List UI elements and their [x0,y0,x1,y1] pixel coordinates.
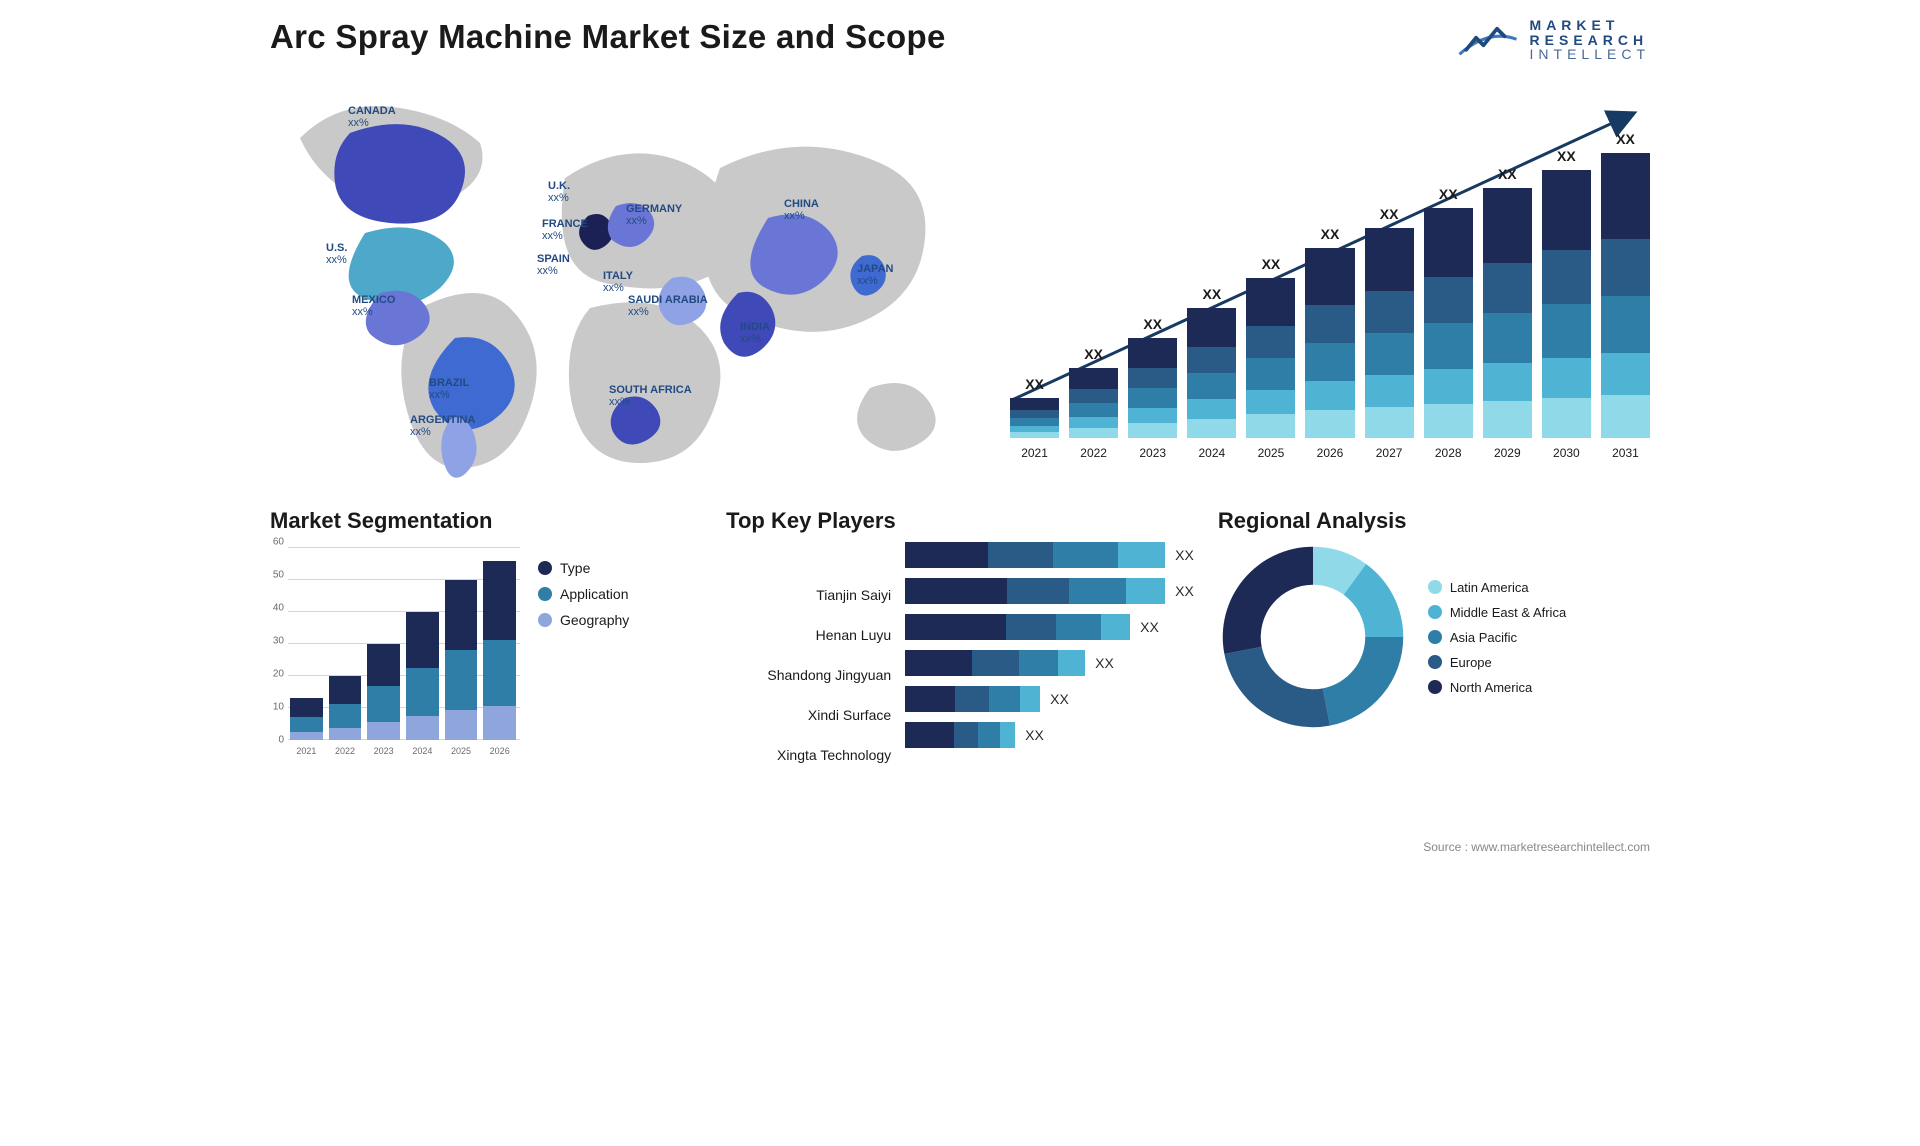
logo-icon [1458,18,1518,62]
regional-legend-item: Asia Pacific [1428,630,1566,645]
segmentation-legend-item: Type [538,560,629,576]
segmentation-legend-item: Geography [538,612,629,628]
segmentation-bar-2026: 2026 [483,561,516,740]
page-title: Arc Spray Machine Market Size and Scope [270,18,1650,56]
regional-legend-item: Middle East & Africa [1428,605,1566,620]
map-labels: CANADAxx% U.S.xx% MEXICOxx% BRAZILxx% ARGENT… [270,78,970,478]
player-row: XX [905,650,1194,676]
growth-bar-2030: 2030XX [1542,170,1591,438]
map-label-saudi-arabia: SAUDI ARABIAxx% [628,294,708,318]
map-label-japan: JAPANxx% [857,263,893,287]
map-label-germany: GERMANYxx% [626,203,682,227]
segmentation-bar-2025: 2025 [445,580,478,740]
growth-bar-value: XX [1439,186,1458,202]
donut-slice [1323,637,1403,726]
segmentation-legend-item: Application [538,586,629,602]
map-label-u-s-: U.S.xx% [326,242,347,266]
growth-bar-2026: 2026XX [1305,248,1354,438]
segmentation-bar-2023: 2023 [367,644,400,740]
brand-logo: MARKET RESEARCH INTELLECT [1458,18,1650,62]
world-map-panel: CANADAxx% U.S.xx% MEXICOxx% BRAZILxx% ARGENT… [270,78,970,478]
growth-bar-value: XX [1321,226,1340,242]
growth-bar-value: XX [1143,316,1162,332]
player-label: Tianjin Saiyi [816,582,891,608]
map-label-india: INDIAxx% [740,321,770,345]
map-label-u-k-: U.K.xx% [548,180,570,204]
growth-bar-year: 2023 [1139,446,1166,460]
segmentation-title: Market Segmentation [270,508,702,534]
growth-bar-2022: 2022XX [1069,368,1118,438]
growth-bar-2031: 2031XX [1601,153,1650,438]
map-label-france: FRANCExx% [542,218,588,242]
growth-bar-value: XX [1202,286,1221,302]
segmentation-legend: Type Application Geography [538,560,629,628]
growth-bar-value: XX [1498,166,1517,182]
map-label-argentina: ARGENTINAxx% [410,414,475,438]
logo-text-1: MARKET [1530,18,1650,33]
player-row: XX [905,614,1194,640]
growth-bar-2025: 2025XX [1246,278,1295,438]
regional-legend-item: Latin America [1428,580,1566,595]
regional-panel: Regional Analysis Latin America Middle Ea… [1218,508,1650,768]
growth-bar-2021: 2021XX [1010,398,1059,438]
logo-text-3: INTELLECT [1530,47,1650,62]
growth-bar-year: 2022 [1080,446,1107,460]
donut-slice [1224,647,1330,727]
growth-bar-year: 2026 [1317,446,1344,460]
segmentation-bar-2022: 2022 [329,676,362,740]
donut-slice [1223,547,1313,654]
growth-bar-value: XX [1262,256,1281,272]
growth-bar-year: 2030 [1553,446,1580,460]
regional-title: Regional Analysis [1218,508,1650,534]
growth-bar-year: 2029 [1494,446,1521,460]
growth-bar-year: 2031 [1612,446,1639,460]
growth-bar-value: XX [1084,346,1103,362]
player-label: Shandong Jingyuan [767,662,891,688]
player-row: XX [905,542,1194,568]
source-attribution: Source : www.marketresearchintellect.com [1423,840,1650,854]
player-row: XX [905,722,1194,748]
segmentation-chart: 0102030405060 202120222023202420252026 [270,542,520,762]
growth-bar-year: 2024 [1198,446,1225,460]
player-label: Xingta Technology [777,742,891,768]
player-label: Xindi Surface [808,702,891,728]
growth-bar-value: XX [1380,206,1399,222]
map-label-china: CHINAxx% [784,198,819,222]
growth-bar-2029: 2029XX [1483,188,1532,438]
growth-bar-value: XX [1025,376,1044,392]
regional-legend-item: Europe [1428,655,1566,670]
players-labels: Tianjin Saiyi Henan Luyu Shandong Jingyuan… [726,542,891,768]
growth-bar-value: XX [1616,131,1635,147]
map-label-south-africa: SOUTH AFRICAxx% [609,384,692,408]
growth-chart: 2021XX2022XX2023XX2024XX2025XX2026XX2027… [994,78,1650,478]
map-label-canada: CANADAxx% [348,105,396,129]
segmentation-panel: Market Segmentation 0102030405060 202120… [270,508,702,768]
segmentation-bar-2021: 2021 [290,698,323,740]
growth-bar-year: 2027 [1376,446,1403,460]
regional-legend-item: North America [1428,680,1566,695]
growth-bar-year: 2021 [1021,446,1048,460]
segmentation-bar-2024: 2024 [406,612,439,740]
map-label-mexico: MEXICOxx% [352,294,395,318]
players-panel: Top Key Players Tianjin Saiyi Henan Luyu S… [726,508,1194,768]
growth-bar-2023: 2023XX [1128,338,1177,438]
player-label: Henan Luyu [816,622,892,648]
map-label-spain: SPAINxx% [537,253,570,277]
map-label-brazil: BRAZILxx% [429,377,469,401]
growth-bar-2024: 2024XX [1187,308,1236,438]
growth-bar-year: 2025 [1258,446,1285,460]
regional-legend: Latin America Middle East & Africa Asia Pa… [1428,580,1566,695]
players-bars: XX XX XX XX XX XX [905,542,1194,768]
regional-donut [1218,542,1408,732]
growth-bar-value: XX [1557,148,1576,164]
player-row: XX [905,578,1194,604]
player-row: XX [905,686,1194,712]
logo-text-2: RESEARCH [1530,33,1650,48]
growth-bar-2028: 2028XX [1424,208,1473,438]
growth-bar-year: 2028 [1435,446,1462,460]
map-label-italy: ITALYxx% [603,270,633,294]
players-title: Top Key Players [726,508,1194,534]
growth-bar-2027: 2027XX [1365,228,1414,438]
